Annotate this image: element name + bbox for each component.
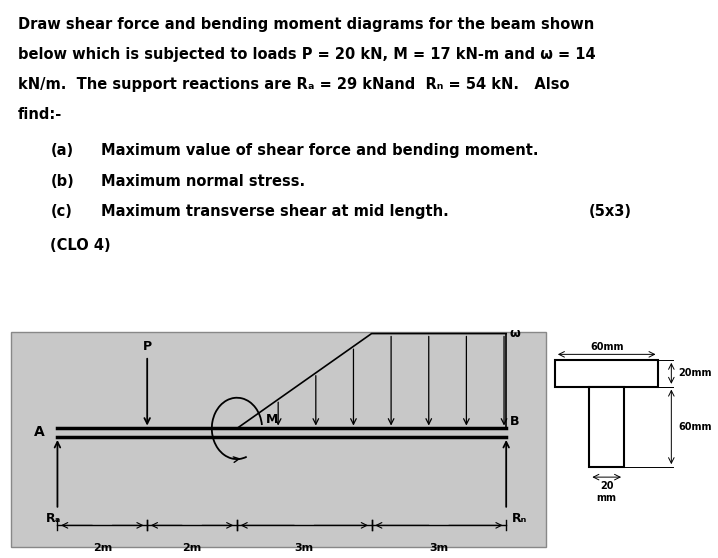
Text: (c): (c) [50, 204, 72, 219]
Text: (5x3): (5x3) [589, 204, 632, 219]
Text: 20mm: 20mm [679, 368, 712, 378]
Text: P: P [143, 340, 151, 353]
Text: 2m: 2m [182, 543, 202, 553]
Text: 3m: 3m [429, 543, 449, 553]
Bar [57, 429, 506, 437]
Text: 60mm: 60mm [679, 422, 712, 432]
Bar [555, 360, 658, 387]
Bar [589, 387, 624, 467]
Text: Maximum transverse shear at mid length.: Maximum transverse shear at mid length. [101, 204, 448, 219]
Text: 3m: 3m [294, 543, 314, 553]
Text: Rₙ: Rₙ [512, 512, 527, 526]
Text: kN/m.  The support reactions are Rₐ = 29 kNand  Rₙ = 54 kN.   Also: kN/m. The support reactions are Rₐ = 29 … [18, 77, 569, 92]
Text: M: M [266, 413, 278, 426]
Text: (b): (b) [50, 174, 74, 189]
Text: A: A [34, 425, 45, 439]
Text: Rₐ: Rₐ [46, 512, 62, 526]
Text: 20
mm: 20 mm [597, 481, 617, 503]
Text: below which is subjected to loads P = 20 kN, M = 17 kN-m and ω = 14: below which is subjected to loads P = 20… [18, 47, 595, 62]
Text: Maximum normal stress.: Maximum normal stress. [101, 174, 304, 189]
Text: B: B [510, 416, 519, 429]
Text: find:-: find:- [18, 107, 62, 122]
Text: (CLO 4): (CLO 4) [50, 238, 111, 253]
Text: Maximum value of shear force and bending moment.: Maximum value of shear force and bending… [101, 143, 538, 158]
Text: 2m: 2m [93, 543, 112, 553]
Bar [11, 332, 546, 547]
Text: Draw shear force and bending moment diagrams for the beam shown: Draw shear force and bending moment diag… [18, 17, 595, 32]
Text: 60mm: 60mm [590, 341, 623, 352]
Text: (a): (a) [50, 143, 73, 158]
Text: ω: ω [510, 327, 521, 340]
